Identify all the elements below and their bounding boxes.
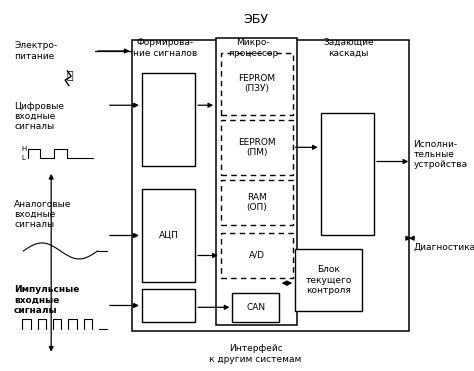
- Text: АЦП: АЦП: [158, 231, 178, 240]
- Text: EEPROM
(ПМ): EEPROM (ПМ): [238, 138, 275, 157]
- Bar: [232, 293, 279, 322]
- Text: H: H: [21, 146, 26, 152]
- Text: Формирова-
ние сигналов: Формирова- ние сигналов: [133, 38, 197, 58]
- Text: Электро-
питание: Электро- питание: [14, 41, 57, 61]
- Text: Импульсные
входные
сигналы: Импульсные входные сигналы: [14, 285, 80, 315]
- Text: Интерфейс
к другим системам: Интерфейс к другим системам: [210, 344, 302, 364]
- Bar: [320, 113, 374, 234]
- Text: A/D: A/D: [249, 251, 265, 260]
- Bar: [142, 189, 195, 282]
- Bar: [221, 180, 293, 226]
- Text: Исполни-
тельные
устройства: Исполни- тельные устройства: [413, 140, 468, 170]
- Bar: [221, 233, 293, 278]
- Text: RAM
(ОП): RAM (ОП): [246, 193, 267, 213]
- Text: Задающие
каскады: Задающие каскады: [323, 38, 374, 58]
- Text: 𝄢: 𝄢: [66, 72, 73, 81]
- Bar: [132, 40, 409, 331]
- Bar: [142, 73, 195, 165]
- Text: ЭБУ: ЭБУ: [243, 13, 268, 26]
- Text: CAN: CAN: [246, 303, 265, 312]
- Text: FEPROM
(ПЗУ): FEPROM (ПЗУ): [238, 74, 275, 93]
- Text: Цифровые
входные
сигналы: Цифровые входные сигналы: [14, 102, 64, 131]
- Bar: [221, 120, 293, 175]
- Bar: [216, 38, 297, 325]
- Text: Блок
текущего
контроля: Блок текущего контроля: [306, 265, 352, 295]
- Text: Микро-
процессор: Микро- процессор: [228, 38, 278, 58]
- Bar: [221, 53, 293, 115]
- Text: Диагностика: Диагностика: [413, 243, 474, 252]
- Bar: [142, 289, 195, 322]
- Bar: [295, 249, 363, 311]
- Text: L: L: [21, 155, 25, 161]
- Text: Аналоговые
входные
сигналы: Аналоговые входные сигналы: [14, 200, 72, 230]
